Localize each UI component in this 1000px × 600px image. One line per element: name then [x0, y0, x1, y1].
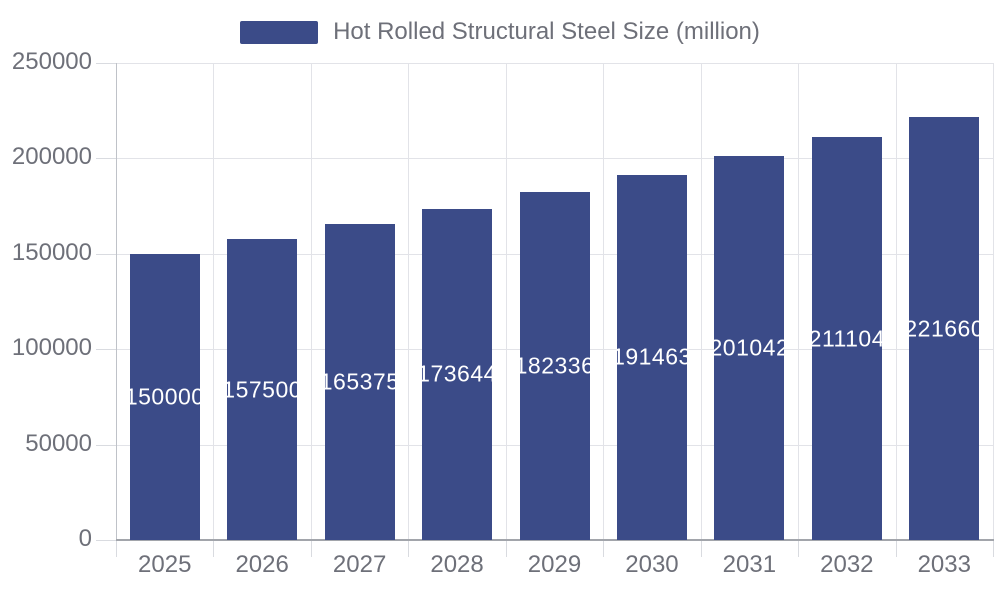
bar-2029[interactable]: [519, 192, 590, 540]
x-axis-tick: [213, 541, 215, 557]
y-axis-line: [116, 63, 117, 540]
x-axis-label: 2033: [917, 551, 971, 578]
legend-label: Hot Rolled Structural Steel Size (millio…: [333, 18, 760, 45]
bar-2030[interactable]: [616, 174, 687, 540]
y-gridline: [116, 158, 993, 160]
x-axis-tick: [505, 541, 507, 557]
y-axis-label: 50000: [25, 429, 92, 457]
x-axis-label: 2029: [527, 551, 582, 578]
x-gridline: [505, 63, 507, 540]
y-axis-label: 200000: [11, 143, 92, 171]
bar-value-label: 191463: [612, 343, 692, 370]
x-gridline: [310, 63, 312, 540]
y-axis-label: 0: [78, 524, 92, 552]
y-axis-tick: [96, 253, 116, 255]
bar-2033[interactable]: [909, 117, 980, 540]
x-gridline: [993, 63, 994, 540]
bar-value-label: 211104: [808, 325, 885, 352]
x-axis-tick: [408, 541, 410, 557]
x-gridline: [798, 63, 800, 540]
x-axis-tick: [798, 541, 800, 557]
y-axis-tick: [96, 349, 116, 351]
x-axis-label: 2026: [235, 551, 289, 578]
bar-value-label: 165375: [319, 368, 400, 395]
x-gridline: [895, 63, 897, 540]
y-axis-label: 150000: [11, 238, 92, 266]
x-gridline: [213, 63, 215, 540]
bar-2031[interactable]: [714, 156, 785, 540]
x-gridline: [603, 63, 605, 540]
y-axis-label: 250000: [11, 47, 92, 75]
bar-value-label: 201042: [709, 334, 790, 361]
x-axis-tick: [603, 541, 605, 557]
y-axis-tick: [96, 63, 116, 64]
bar-2032[interactable]: [811, 137, 882, 540]
bar-value-label: 157500: [222, 376, 303, 403]
x-gridline: [408, 63, 410, 540]
y-axis-tick: [96, 158, 116, 160]
bar-2026[interactable]: [227, 239, 298, 540]
x-axis-label: 2025: [138, 551, 192, 578]
x-axis-label: 2027: [332, 551, 387, 578]
x-axis-tick: [993, 541, 994, 557]
x-axis-line: [116, 539, 994, 541]
bar-2025[interactable]: [129, 253, 200, 540]
bar-2027[interactable]: [324, 224, 395, 540]
x-axis-label: 2030: [625, 551, 679, 578]
bar-value-label: 182336: [514, 352, 595, 379]
x-axis-tick: [116, 541, 117, 557]
y-axis-tick: [96, 444, 116, 446]
x-axis-tick: [895, 541, 897, 557]
x-gridline: [700, 63, 702, 540]
bar-value-label: 221660: [904, 315, 985, 342]
y-axis-tick: [96, 540, 116, 541]
x-axis-label: 2031: [722, 551, 777, 578]
bar-2028[interactable]: [422, 208, 493, 540]
legend-swatch: [240, 20, 319, 44]
y-axis-label: 100000: [11, 334, 92, 362]
legend[interactable]: Hot Rolled Structural Steel Size (millio…: [0, 19, 1000, 45]
x-axis-label: 2028: [430, 551, 484, 578]
x-axis-tick: [310, 541, 312, 557]
bar-value-label: 173644: [417, 360, 497, 387]
bar-value-label: 150000: [124, 383, 205, 410]
y-gridline: [116, 63, 993, 64]
x-axis-tick: [700, 541, 702, 557]
x-axis-label: 2032: [820, 551, 874, 578]
